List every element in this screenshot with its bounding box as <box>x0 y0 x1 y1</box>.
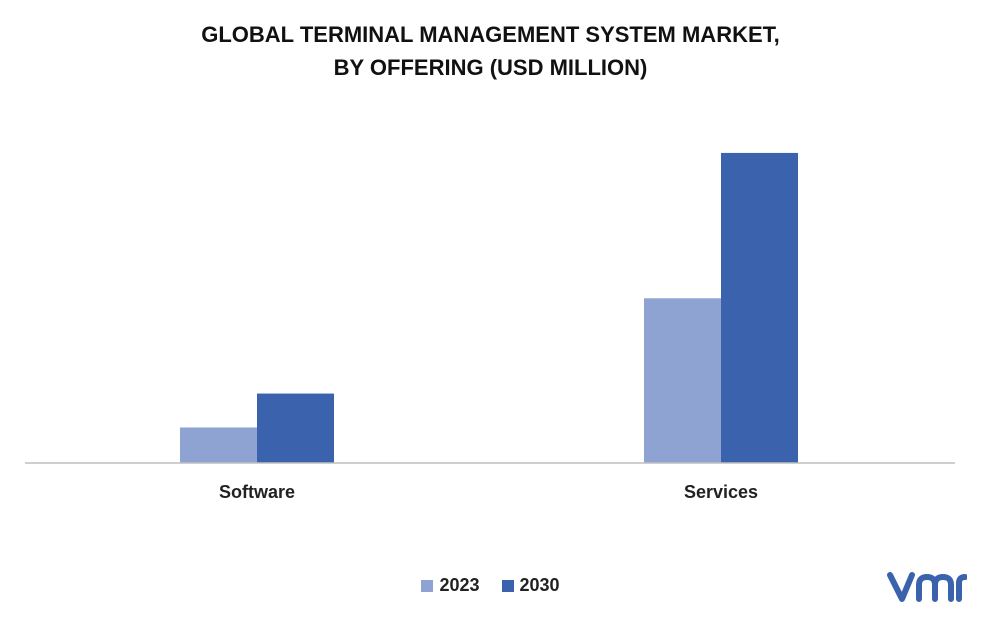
bar-software-2023 <box>180 427 257 463</box>
legend-swatch-2023 <box>421 579 434 592</box>
category-labels: Software Services <box>219 482 758 502</box>
legend-item-2030: 2030 <box>501 575 560 596</box>
bar-services-2030 <box>721 152 798 464</box>
legend-label-2023: 2023 <box>439 575 480 595</box>
chart-plot: Software Services <box>25 152 955 502</box>
bars-layer <box>180 152 798 464</box>
legend: 2023 2030 <box>0 575 981 596</box>
chart-title-line-1: GLOBAL TERMINAL MANAGEMENT SYSTEM MARKET… <box>201 22 780 47</box>
category-label-software: Software <box>219 482 295 502</box>
chart-title: GLOBAL TERMINAL MANAGEMENT SYSTEM MARKET… <box>0 18 981 84</box>
bar-software-2030 <box>257 393 334 463</box>
legend-item-2023: 2023 <box>421 575 480 596</box>
legend-label-2030: 2030 <box>519 575 560 595</box>
bar-services-2023 <box>644 298 721 463</box>
chart-title-line-2: BY OFFERING (USD MILLION) <box>333 55 648 80</box>
category-label-services: Services <box>684 482 758 502</box>
vmr-logo-icon <box>885 567 968 612</box>
legend-swatch-2030 <box>501 579 514 592</box>
